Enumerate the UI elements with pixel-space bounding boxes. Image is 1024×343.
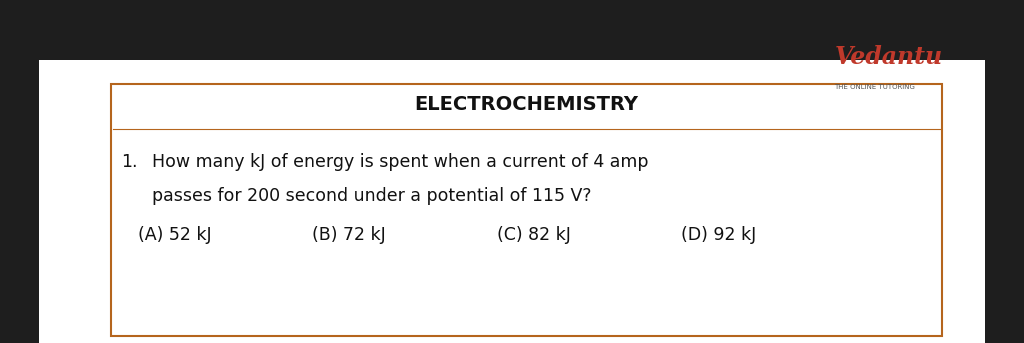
Text: Vedantu: Vedantu <box>835 45 943 69</box>
Text: (D) 92 kJ: (D) 92 kJ <box>681 226 756 244</box>
FancyBboxPatch shape <box>0 0 1024 60</box>
FancyBboxPatch shape <box>111 84 942 336</box>
Text: (B) 72 kJ: (B) 72 kJ <box>312 226 386 244</box>
Text: THE ONLINE TUTORING: THE ONLINE TUTORING <box>835 84 915 90</box>
Text: How many kJ of energy is spent when a current of 4 amp: How many kJ of energy is spent when a cu… <box>152 153 648 170</box>
Text: passes for 200 second under a potential of 115 V?: passes for 200 second under a potential … <box>152 187 591 205</box>
Text: (A) 52 kJ: (A) 52 kJ <box>138 226 212 244</box>
Text: (C) 82 kJ: (C) 82 kJ <box>497 226 570 244</box>
Text: ELECTROCHEMISTRY: ELECTROCHEMISTRY <box>415 95 638 114</box>
Text: 1.: 1. <box>121 153 137 170</box>
FancyBboxPatch shape <box>39 60 985 343</box>
